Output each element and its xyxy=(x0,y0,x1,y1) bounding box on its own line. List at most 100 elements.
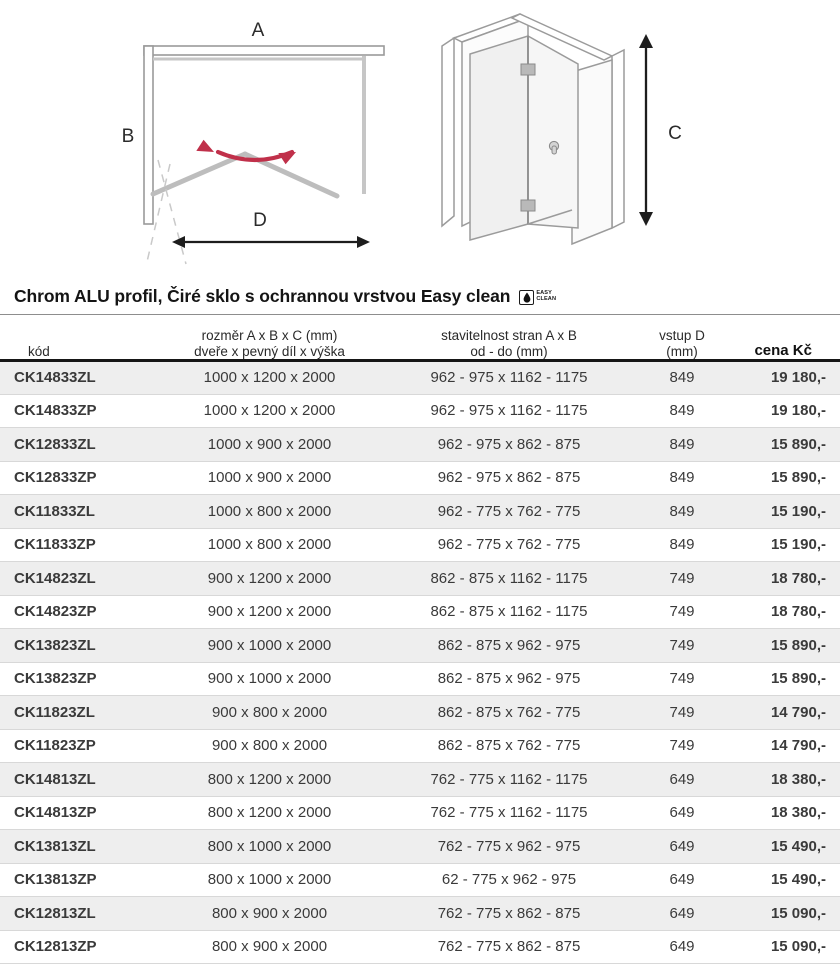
row-entry: 849 xyxy=(627,394,737,428)
row-code: CK13813ZL xyxy=(0,829,148,864)
row-price: 18 380,- xyxy=(737,762,840,797)
table-row[interactable]: CK13823ZP 900 x 1000 x 2000 862 - 875 x 96… xyxy=(0,662,840,696)
row-code: CK14833ZP xyxy=(0,394,148,428)
row-entry: 649 xyxy=(627,896,737,931)
price-table: kód rozměr A x B x C (mm) dveře x pevný … xyxy=(0,314,840,964)
row-size: 800 x 1000 x 2000 xyxy=(148,863,391,897)
table-row[interactable]: CK12833ZL 1000 x 900 x 2000 962 - 975 x 86… xyxy=(0,427,840,462)
column-header-size-main: rozměr A x B x C (mm) xyxy=(201,328,338,344)
row-price: 15 490,- xyxy=(737,863,840,897)
row-price: 15 090,- xyxy=(737,896,840,931)
table-row[interactable]: CK12813ZP 800 x 900 x 2000 762 - 775 x 862… xyxy=(0,930,840,964)
door-handle xyxy=(548,140,560,155)
table-row[interactable]: CK12833ZP 1000 x 900 x 2000 962 - 975 x 86… xyxy=(0,461,840,495)
column-header-size-sub: dveře x pevný díl x výška xyxy=(194,343,345,359)
table-row[interactable]: CK13813ZL 800 x 1000 x 2000 762 - 775 x 96… xyxy=(0,829,840,864)
row-adjust: 962 - 975 x 1162 - 1175 xyxy=(391,360,627,395)
table-row[interactable]: CK13813ZP 800 x 1000 x 2000 62 - 775 x 962… xyxy=(0,863,840,897)
table-row[interactable]: CK14813ZP 800 x 1200 x 2000 762 - 775 x 11… xyxy=(0,796,840,830)
section-title-row: Chrom ALU profil, Čiré sklo s ochrannou … xyxy=(0,278,840,314)
table-row[interactable]: CK14833ZL 1000 x 1200 x 2000 962 - 975 x 1… xyxy=(0,360,840,395)
column-header-adjust-main: stavitelnost stran A x B xyxy=(441,328,577,344)
row-entry: 849 xyxy=(627,461,737,495)
row-adjust: 962 - 975 x 862 - 875 xyxy=(391,461,627,495)
row-adjust: 862 - 875 x 1162 - 1175 xyxy=(391,595,627,629)
table-header: kód rozměr A x B x C (mm) dveře x pevný … xyxy=(0,314,840,362)
dimension-label-d: D xyxy=(253,210,267,231)
row-code: CK12833ZP xyxy=(0,461,148,495)
row-price: 15 890,- xyxy=(737,662,840,696)
column-header-adjust-sub: od - do (mm) xyxy=(470,343,548,359)
table-row[interactable]: CK14813ZL 800 x 1200 x 2000 762 - 775 x 11… xyxy=(0,762,840,797)
dimension-label-b: B xyxy=(122,126,135,147)
row-entry: 749 xyxy=(627,628,737,663)
row-adjust: 762 - 775 x 1162 - 1175 xyxy=(391,762,627,797)
row-size: 1000 x 800 x 2000 xyxy=(148,494,391,529)
column-header-entry-main: vstup D xyxy=(659,328,705,344)
row-adjust: 962 - 975 x 1162 - 1175 xyxy=(391,394,627,428)
row-adjust: 862 - 875 x 962 - 975 xyxy=(391,662,627,696)
row-size: 800 x 1000 x 2000 xyxy=(148,829,391,864)
row-code: CK14823ZP xyxy=(0,595,148,629)
row-adjust: 962 - 775 x 762 - 775 xyxy=(391,528,627,562)
table-row[interactable]: CK14823ZP 900 x 1200 x 2000 862 - 875 x 11… xyxy=(0,595,840,629)
row-size: 1000 x 900 x 2000 xyxy=(148,461,391,495)
row-price: 15 890,- xyxy=(737,628,840,663)
dimension-label-a: A xyxy=(252,20,265,41)
table-row[interactable]: CK11833ZP 1000 x 800 x 2000 962 - 775 x 76… xyxy=(0,528,840,562)
row-entry: 849 xyxy=(627,528,737,562)
swing-direction-arrow xyxy=(196,139,296,165)
row-entry: 649 xyxy=(627,762,737,797)
row-size: 1000 x 1200 x 2000 xyxy=(148,360,391,395)
easy-clean-label: EASY CLEAN xyxy=(536,291,556,302)
row-size: 900 x 800 x 2000 xyxy=(148,695,391,730)
row-size: 800 x 1200 x 2000 xyxy=(148,762,391,797)
section-title: Chrom ALU profil, Čiré sklo s ochrannou … xyxy=(14,285,511,306)
row-adjust: 762 - 775 x 962 - 975 xyxy=(391,829,627,864)
row-size: 800 x 900 x 2000 xyxy=(148,896,391,931)
row-size: 900 x 1200 x 2000 xyxy=(148,561,391,596)
row-price: 15 090,- xyxy=(737,930,840,964)
row-entry: 749 xyxy=(627,729,737,763)
isometric-view-drawing: C xyxy=(432,4,702,274)
table-header-row: kód rozměr A x B x C (mm) dveře x pevný … xyxy=(0,314,840,362)
row-entry: 849 xyxy=(627,427,737,462)
row-code: CK14833ZL xyxy=(0,360,148,395)
row-entry: 649 xyxy=(627,930,737,964)
column-header-entry: vstup D (mm) xyxy=(627,314,737,362)
column-header-price: cena Kč xyxy=(737,314,840,362)
row-adjust: 862 - 875 x 762 - 775 xyxy=(391,729,627,763)
hinge-upper xyxy=(520,63,536,76)
table-row[interactable]: CK13823ZL 900 x 1000 x 2000 862 - 875 x 96… xyxy=(0,628,840,663)
water-droplet-icon xyxy=(519,289,535,305)
easy-clean-badge: EASY CLEAN xyxy=(519,289,556,305)
row-entry: 749 xyxy=(627,695,737,730)
easy-clean-line2: CLEAN xyxy=(536,296,557,302)
row-size: 1000 x 1200 x 2000 xyxy=(148,394,391,428)
table-row[interactable]: CK14833ZP 1000 x 1200 x 2000 962 - 975 x 1… xyxy=(0,394,840,428)
table-row[interactable]: CK11833ZL 1000 x 800 x 2000 962 - 775 x 76… xyxy=(0,494,840,529)
row-price: 18 780,- xyxy=(737,595,840,629)
row-adjust: 762 - 775 x 862 - 875 xyxy=(391,896,627,931)
row-adjust: 62 - 775 x 962 - 975 xyxy=(391,863,627,897)
table-row[interactable]: CK11823ZP 900 x 800 x 2000 862 - 875 x 762… xyxy=(0,729,840,763)
row-code: CK14823ZL xyxy=(0,561,148,596)
dimension-label-c: C xyxy=(668,123,682,144)
column-header-size: rozměr A x B x C (mm) dveře x pevný díl … xyxy=(148,314,391,362)
row-entry: 649 xyxy=(627,863,737,897)
row-entry: 849 xyxy=(627,360,737,395)
table-body: CK14833ZL 1000 x 1200 x 2000 962 - 975 x 1… xyxy=(0,360,840,964)
row-size: 800 x 1200 x 2000 xyxy=(148,796,391,830)
table-row[interactable]: CK12813ZL 800 x 900 x 2000 762 - 775 x 862… xyxy=(0,896,840,931)
row-price: 18 380,- xyxy=(737,796,840,830)
row-price: 15 490,- xyxy=(737,829,840,864)
hinge-lower xyxy=(520,199,536,212)
row-adjust: 862 - 875 x 962 - 975 xyxy=(391,628,627,663)
row-price: 15 890,- xyxy=(737,461,840,495)
row-size: 900 x 800 x 2000 xyxy=(148,729,391,763)
easy-clean-line1: EASY xyxy=(536,290,552,297)
row-size: 900 x 1200 x 2000 xyxy=(148,595,391,629)
table-row[interactable]: CK14823ZL 900 x 1200 x 2000 862 - 875 x 11… xyxy=(0,561,840,596)
row-size: 900 x 1000 x 2000 xyxy=(148,662,391,696)
table-row[interactable]: CK11823ZL 900 x 800 x 2000 862 - 875 x 762… xyxy=(0,695,840,730)
